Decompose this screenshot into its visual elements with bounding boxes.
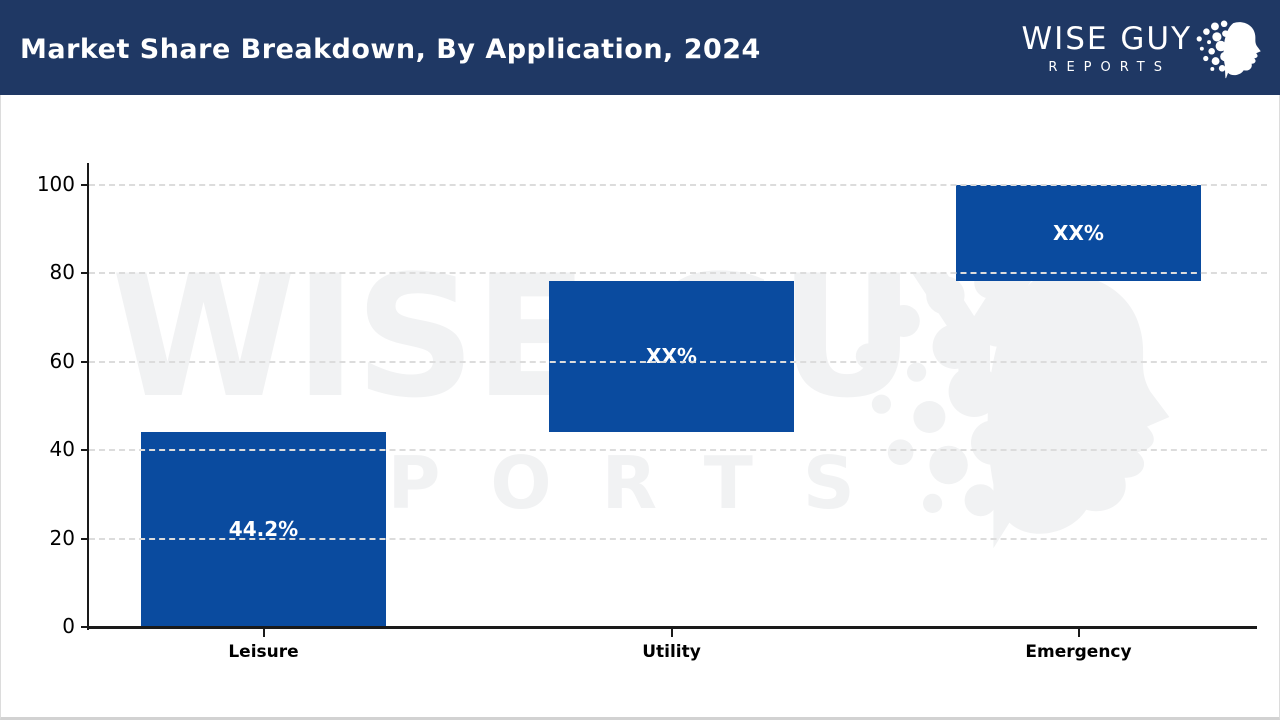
- bar-value-label-utility: XX%: [646, 344, 697, 369]
- x-tick-label-emergency: Emergency: [1025, 642, 1132, 662]
- y-tick-mark-40: [81, 449, 89, 452]
- x-tick-mark-leisure: [262, 629, 265, 637]
- gridline-20: [89, 537, 1267, 540]
- logo-subtext: REPORTS: [1048, 60, 1172, 75]
- logo-head-icon: [1196, 20, 1261, 79]
- chart-area: WISE GUY REPORTS 0 20 40 60 80 100 44.2% Leisur…: [0, 95, 1280, 720]
- x-tick-label-leisure: Leisure: [228, 642, 299, 662]
- x-axis-line: [87, 626, 1257, 629]
- gridline-40: [89, 449, 1267, 452]
- bar-emergency: XX%: [956, 185, 1201, 282]
- gridline-80: [89, 272, 1267, 275]
- logo-wordmark: WISE GUY: [1021, 21, 1192, 57]
- x-tick-label-utility: Utility: [642, 642, 701, 662]
- y-tick-label-80: 80: [49, 260, 75, 285]
- bar-value-label-leisure: 44.2%: [228, 517, 299, 542]
- brand-logo: WISE GUY REPORTS: [1021, 8, 1266, 88]
- y-tick-mark-0: [81, 626, 89, 628]
- y-axis-line: [87, 163, 89, 630]
- y-tick-label-60: 60: [49, 348, 75, 373]
- y-tick-mark-100: [81, 184, 89, 186]
- y-tick-label-20: 20: [49, 525, 75, 550]
- y-tick-label-40: 40: [49, 437, 75, 462]
- gridline-60: [89, 360, 1267, 363]
- bar-value-label-emergency: XX%: [1053, 221, 1104, 246]
- y-tick-label-100: 100: [36, 172, 75, 196]
- header-bar: Market Share Breakdown, By Application, …: [0, 0, 1280, 95]
- y-tick-mark-60: [81, 360, 89, 363]
- logo-text: WISE GUY REPORTS: [1021, 21, 1192, 75]
- bar-leisure: 44.2%: [141, 431, 386, 627]
- y-tick-mark-20: [81, 537, 89, 540]
- chart-title: Market Share Breakdown, By Application, …: [20, 34, 761, 65]
- y-tick-label-0: 0: [62, 614, 75, 638]
- gridline-100: [89, 184, 1267, 186]
- y-tick-mark-80: [81, 272, 89, 275]
- x-tick-mark-emergency: [1077, 629, 1080, 637]
- x-tick-mark-utility: [670, 629, 673, 637]
- bar-utility: XX%: [549, 281, 794, 432]
